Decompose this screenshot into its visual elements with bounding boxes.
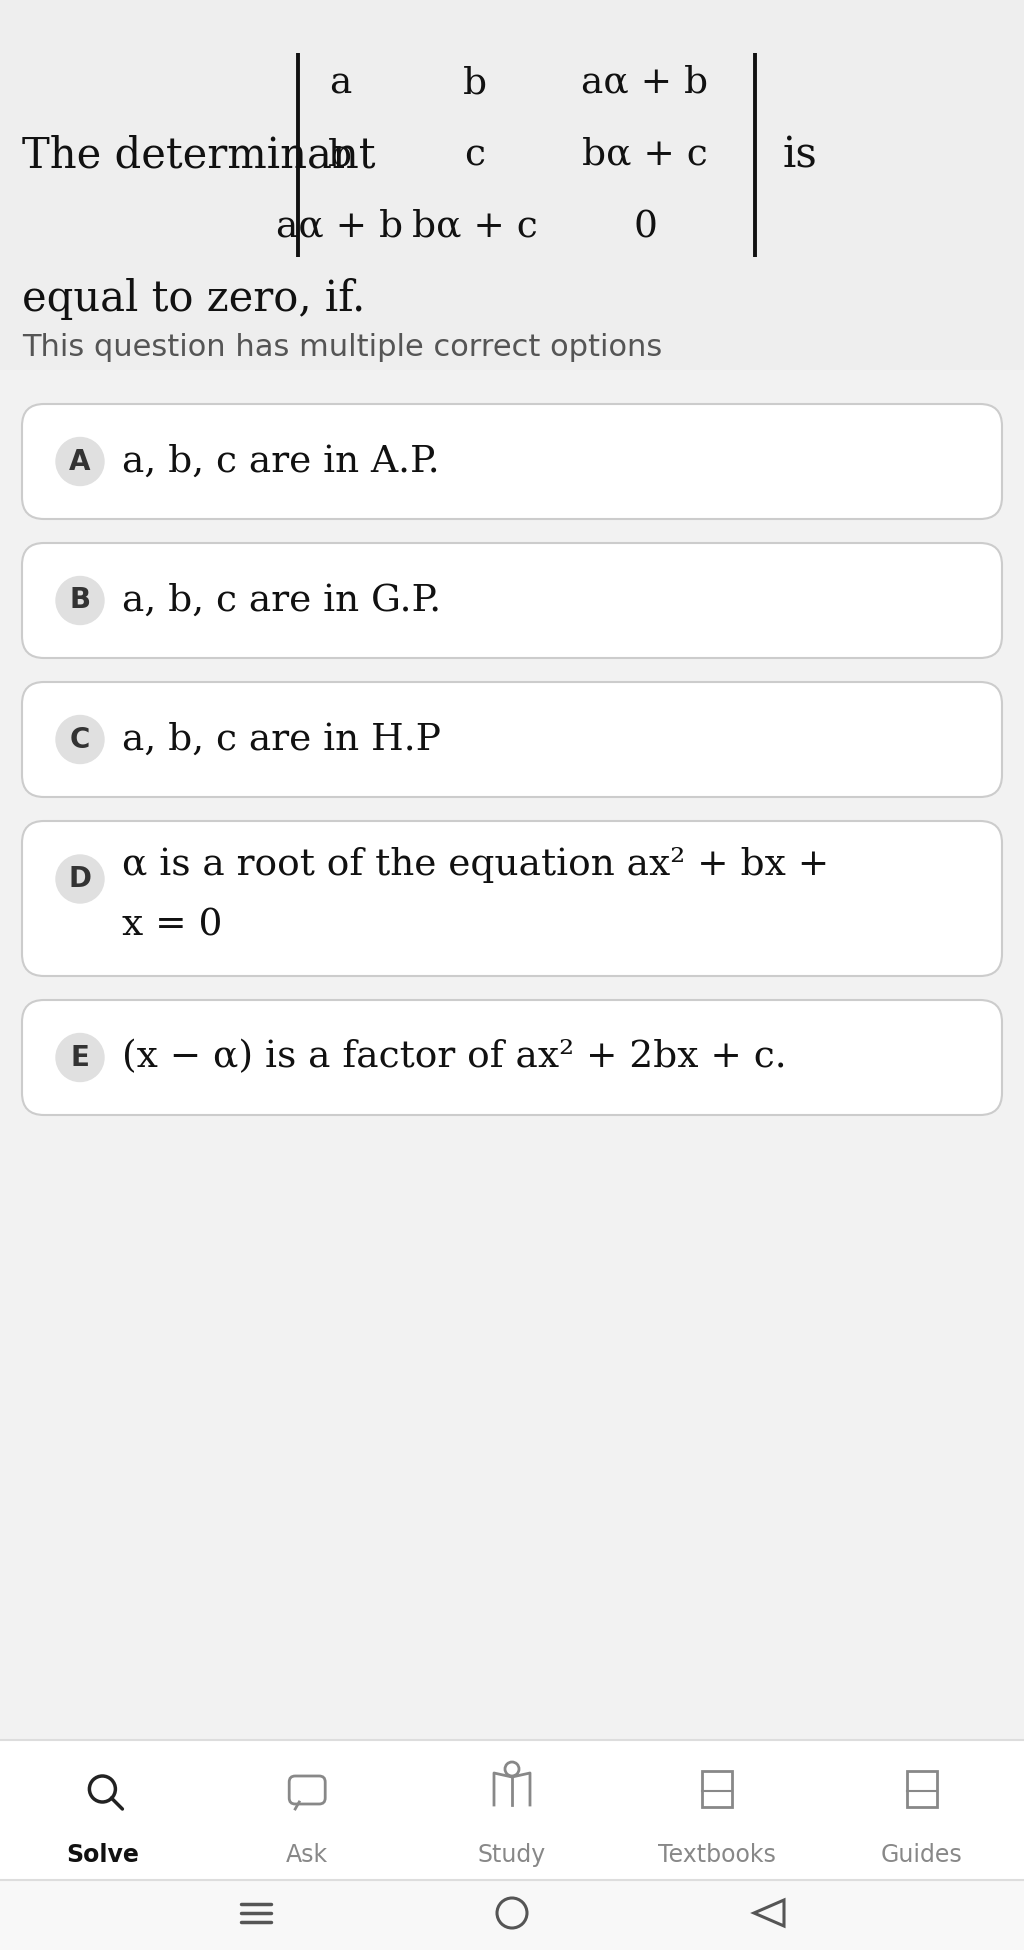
Bar <box>0 1880 1024 1950</box>
Text: a, b, c are in H.P: a, b, c are in H.P <box>122 722 441 757</box>
Text: a: a <box>329 64 351 101</box>
Text: A: A <box>70 447 91 476</box>
Text: This question has multiple correct options: This question has multiple correct optio… <box>22 333 663 363</box>
FancyBboxPatch shape <box>22 404 1002 519</box>
Text: bα + c: bα + c <box>412 209 538 246</box>
Bar <box>701 1771 732 1808</box>
Circle shape <box>56 1034 104 1082</box>
Text: b: b <box>463 64 487 101</box>
Circle shape <box>56 577 104 624</box>
Bar <box>0 370 1024 1739</box>
Circle shape <box>56 716 104 764</box>
Text: equal to zero, if.: equal to zero, if. <box>22 279 366 320</box>
Text: c: c <box>465 136 485 174</box>
Text: α is a root of the equation ax² + bx +: α is a root of the equation ax² + bx + <box>122 846 829 883</box>
Text: The determinant: The determinant <box>22 135 376 176</box>
Text: C: C <box>70 725 90 753</box>
Text: 0: 0 <box>633 209 657 246</box>
Text: D: D <box>69 866 91 893</box>
Bar <box>0 0 1024 370</box>
Text: a, b, c are in A.P.: a, b, c are in A.P. <box>122 443 439 480</box>
Text: (x − α) is a factor of ax² + 2bx + c.: (x − α) is a factor of ax² + 2bx + c. <box>122 1039 786 1076</box>
Text: B: B <box>70 587 90 614</box>
Text: x = 0: x = 0 <box>122 909 222 944</box>
Text: aα + b: aα + b <box>582 64 709 101</box>
Text: bα + c: bα + c <box>582 136 708 174</box>
Bar <box>0 1739 1024 1880</box>
Text: a, b, c are in G.P.: a, b, c are in G.P. <box>122 583 441 618</box>
Bar <box>906 1771 937 1808</box>
Text: Solve: Solve <box>66 1843 139 1866</box>
FancyBboxPatch shape <box>22 821 1002 977</box>
Text: Ask: Ask <box>286 1843 329 1866</box>
FancyBboxPatch shape <box>22 542 1002 657</box>
FancyBboxPatch shape <box>22 1000 1002 1115</box>
Text: aα + b: aα + b <box>276 209 403 246</box>
Text: Study: Study <box>478 1843 546 1866</box>
Circle shape <box>56 854 104 903</box>
FancyBboxPatch shape <box>22 682 1002 798</box>
Text: Textbooks: Textbooks <box>657 1843 776 1866</box>
Text: Guides: Guides <box>881 1843 963 1866</box>
Text: is: is <box>783 135 818 176</box>
Text: E: E <box>71 1043 89 1071</box>
Circle shape <box>56 437 104 486</box>
Text: b: b <box>328 136 352 174</box>
